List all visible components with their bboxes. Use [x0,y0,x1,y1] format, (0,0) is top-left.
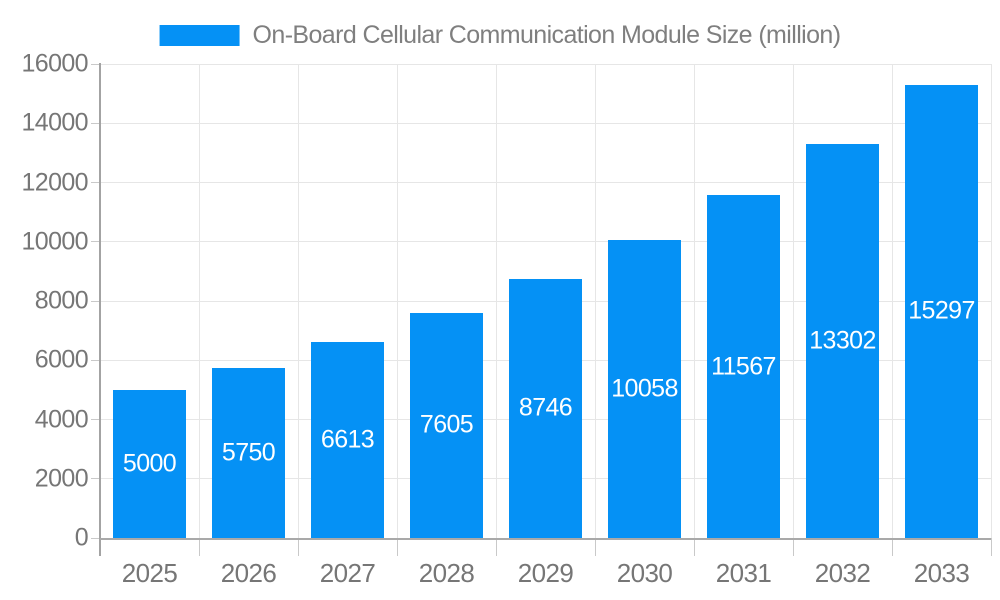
x-tick [396,538,398,556]
h-gridline [100,241,991,243]
x-tick [891,538,893,556]
y-axis-labels: 0 2000 4000 6000 8000 10000 12000 14000 16000 [0,50,89,552]
y-tick [91,63,100,65]
y-axis-line [99,63,101,556]
h-gridline [100,182,991,183]
plot-area: 5000 5750 6613 7605 8746 10058 11567 13302 15297 [91,63,992,556]
y-tick-label: 12000 [21,168,88,196]
y-tick-label: 6000 [34,345,89,374]
bar-value-label: 5750 [221,438,276,467]
bar-2030 [608,240,681,538]
bar-value-label: 15297 [908,296,975,325]
v-gridline [594,64,596,538]
legend-swatch [159,25,240,46]
x-tick-label: 2030 [616,558,673,588]
v-gridline [990,64,992,538]
x-axis-line [100,538,991,540]
x-tick-label: 2029 [517,558,574,588]
bar-2029 [509,278,582,538]
bar-2025 [113,389,186,538]
y-tick-label: 14000 [21,108,88,137]
v-gridline [891,64,893,538]
y-tick-label: 8000 [34,286,89,315]
y-tick [91,478,100,480]
x-tick-label: 2033 [913,558,970,588]
y-tick-label: 10000 [21,227,88,256]
y-tick-label: 0 [74,523,89,552]
h-gridline [100,63,991,65]
chart-legend: On-Board Cellular Communication Module S… [159,21,841,50]
bar-2032 [806,143,879,538]
x-tick-label: 2028 [418,558,475,588]
y-tick-label: 16000 [21,49,88,78]
bar-2027 [311,342,384,538]
x-tick [792,538,794,556]
x-tick [693,538,695,556]
bar-value-label: 7605 [419,410,474,439]
x-tick [495,538,497,556]
bar-2033 [905,84,978,538]
y-tick [91,359,100,361]
bar-2026 [212,367,285,538]
y-tick [91,241,100,243]
v-gridline [495,64,497,538]
x-tick [594,538,596,556]
bar-2031 [707,195,780,538]
bar-value-label: 8746 [518,393,573,422]
v-gridline [693,64,695,538]
y-tick [91,300,100,302]
x-tick-label: 2025 [121,558,178,588]
bar-value-label: 5000 [122,449,177,478]
y-tick [91,537,100,539]
h-gridline [100,122,991,124]
bar-value-label: 11567 [711,352,776,381]
legend-label: On-Board Cellular Communication Module S… [252,21,841,49]
x-tick-label: 2027 [319,558,376,588]
bar-value-label: 10058 [611,374,678,403]
bar-value-label: 13302 [809,326,876,355]
x-tick-label: 2031 [715,558,772,588]
bar-2028 [410,312,483,538]
v-gridline [792,64,794,538]
y-tick [91,122,100,124]
y-tick [91,182,100,183]
x-tick-label: 2032 [814,558,871,588]
v-gridline [396,64,398,538]
y-tick-label: 4000 [34,405,89,433]
y-tick-label: 2000 [34,464,89,493]
x-tick [198,538,200,556]
x-tick [990,538,992,556]
v-gridline [198,64,200,538]
v-gridline [297,64,299,538]
x-tick-label: 2026 [220,558,277,588]
x-tick [297,538,299,556]
y-tick [91,419,100,420]
bar-value-label: 6613 [320,425,375,454]
